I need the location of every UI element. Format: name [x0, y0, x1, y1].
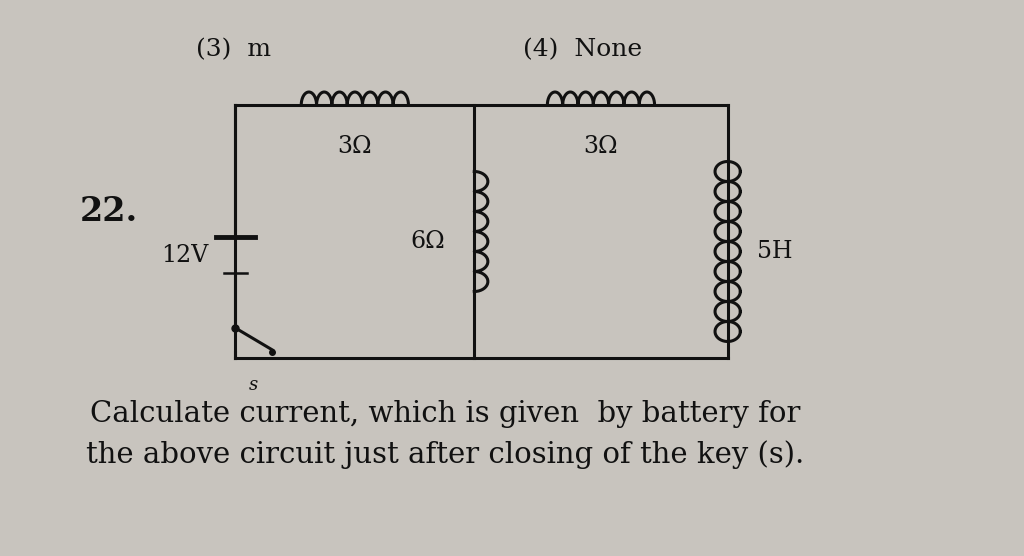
Text: 3Ω: 3Ω [584, 135, 618, 158]
Text: s: s [249, 376, 258, 394]
Text: 12V: 12V [161, 244, 208, 266]
Text: 3Ω: 3Ω [338, 135, 372, 158]
Text: 6Ω: 6Ω [411, 230, 445, 253]
Text: 5H: 5H [757, 240, 793, 263]
Text: Calculate current, which is given  by battery for: Calculate current, which is given by bat… [90, 400, 800, 428]
Text: 22.: 22. [80, 195, 138, 228]
Text: the above circuit just after closing of the key (s).: the above circuit just after closing of … [86, 440, 804, 469]
Text: (3)  m: (3) m [197, 38, 271, 61]
Text: (4)  None: (4) None [523, 38, 642, 61]
